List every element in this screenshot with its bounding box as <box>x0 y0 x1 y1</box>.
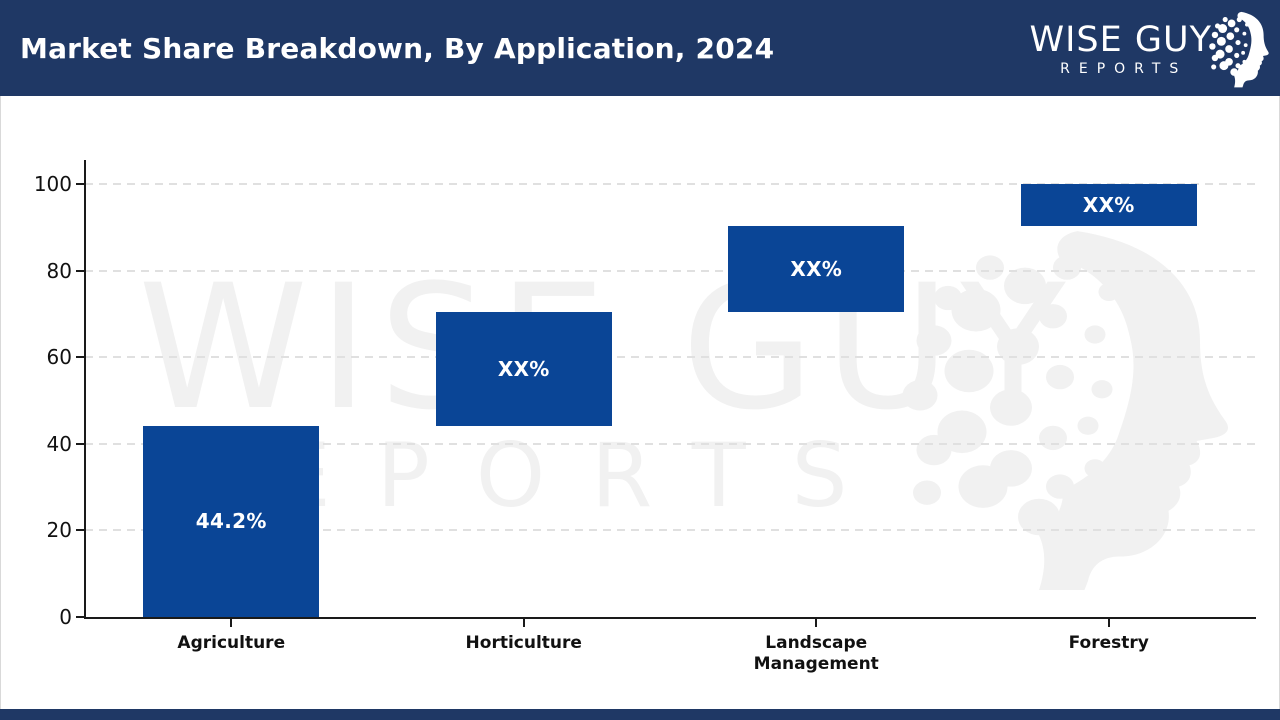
y-axis-tick-label: 80 <box>46 258 72 283</box>
y-axis-tick-label: 40 <box>46 431 72 456</box>
y-axis-tick-label: 20 <box>46 518 72 543</box>
footer-bar <box>0 709 1280 720</box>
y-axis-tick <box>76 442 85 445</box>
brand-logo: WISE GUY REPORTS <box>1029 6 1270 92</box>
y-axis-tick <box>76 269 85 272</box>
bar-value-label: XX% <box>497 356 550 381</box>
x-axis-tick <box>815 619 818 627</box>
y-axis-tick <box>76 529 85 532</box>
x-axis-tick <box>230 619 233 627</box>
y-axis-tick <box>76 356 85 359</box>
brand-subname: REPORTS <box>1060 61 1188 77</box>
y-axis-tick-label: 0 <box>59 605 72 629</box>
y-gridline <box>85 356 1255 359</box>
x-axis-category-label: Horticulture <box>465 633 582 653</box>
x-axis-tick <box>522 619 525 627</box>
brand-logo-text: WISE GUY REPORTS <box>1029 21 1212 77</box>
x-axis-line <box>84 617 1256 619</box>
x-axis-category-label: Agriculture <box>177 633 286 653</box>
bar-horticulture: XX% <box>435 311 612 426</box>
y-gridline <box>85 442 1255 445</box>
y-gridline <box>85 529 1255 532</box>
header-bar: Market Share Breakdown, By Application, … <box>0 0 1280 96</box>
y-gridline <box>85 269 1255 272</box>
bar-agriculture: 44.2% <box>143 425 320 617</box>
bar-forestry: XX% <box>1020 184 1197 227</box>
y-axis-tick-label: 100 <box>33 172 72 196</box>
bar-landscape-management: XX% <box>728 226 905 312</box>
y-axis-tick-label: 60 <box>46 345 72 370</box>
chart-plot-area: 0 20 40 60 80 100 44.2% Agriculture XX% Horticult… <box>0 96 1280 709</box>
y-axis-tick <box>76 616 85 618</box>
x-axis-tick <box>1107 619 1110 627</box>
brand-head-icon <box>1209 11 1269 88</box>
bar-value-label: XX% <box>1082 193 1135 218</box>
bar-value-label: XX% <box>790 257 843 282</box>
brand-name: WISE GUY <box>1029 20 1212 60</box>
page-title: Market Share Breakdown, By Application, … <box>20 31 775 65</box>
y-axis-line <box>84 160 86 619</box>
y-axis-tick <box>76 183 85 185</box>
x-axis-category-label: Forestry <box>1068 633 1149 653</box>
bar-value-label: 44.2% <box>195 509 267 534</box>
y-gridline <box>85 183 1255 185</box>
x-axis-category-label: Landscape Management <box>753 633 879 674</box>
